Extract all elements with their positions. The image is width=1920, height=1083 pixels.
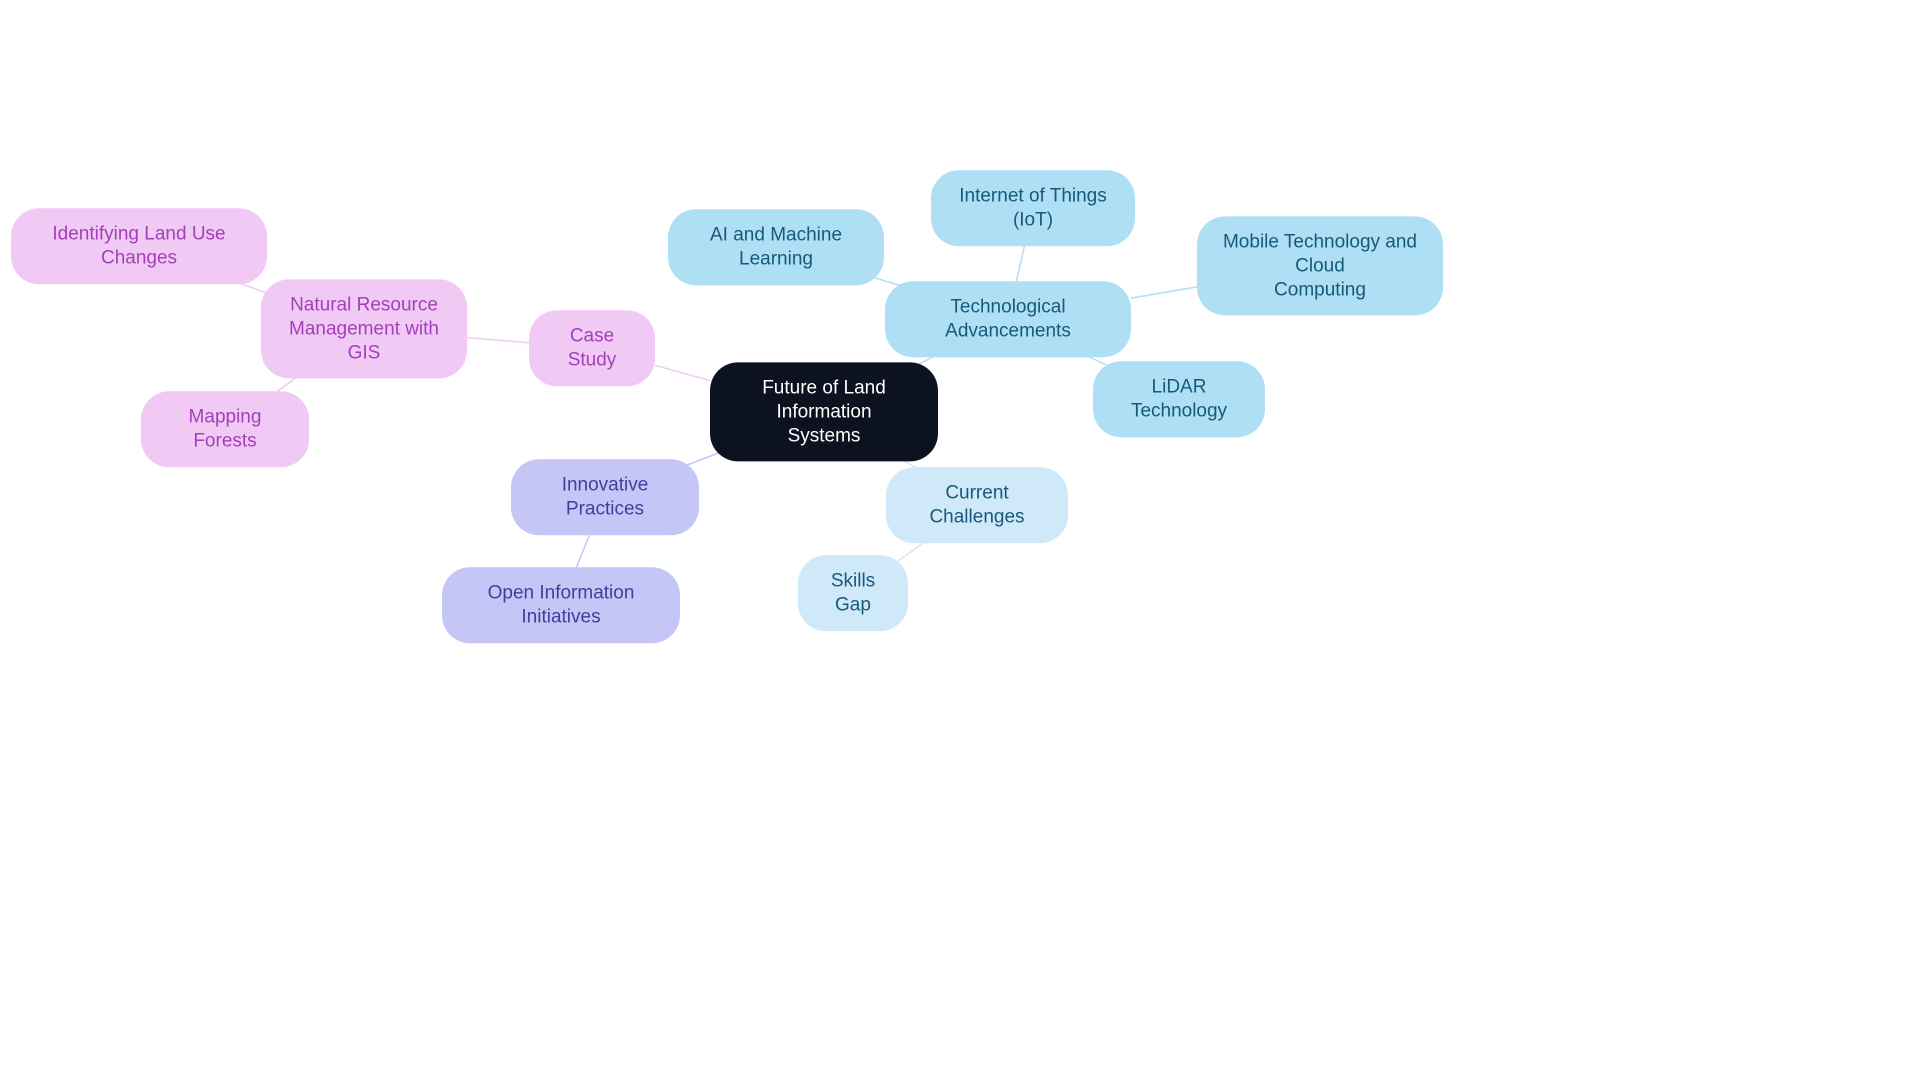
- node-lidar[interactable]: LiDAR Technology: [1093, 361, 1265, 437]
- node-nrm[interactable]: Natural Resource Management with GIS: [261, 279, 467, 378]
- node-case[interactable]: Case Study: [529, 310, 655, 386]
- node-tech[interactable]: Technological Advancements: [885, 281, 1131, 357]
- edge: [467, 338, 529, 343]
- node-innov[interactable]: Innovative Practices: [511, 459, 699, 535]
- edge: [1131, 287, 1197, 298]
- edge: [655, 365, 710, 380]
- node-chall[interactable]: Current Challenges: [886, 467, 1068, 543]
- node-mobile[interactable]: Mobile Technology and Cloud Computing: [1197, 216, 1443, 315]
- node-ai[interactable]: AI and Machine Learning: [668, 209, 884, 285]
- node-root[interactable]: Future of Land Information Systems: [710, 362, 938, 461]
- node-landuse[interactable]: Identifying Land Use Changes: [11, 208, 267, 284]
- node-forests[interactable]: Mapping Forests: [141, 391, 309, 467]
- node-skills[interactable]: Skills Gap: [798, 555, 908, 631]
- node-iot[interactable]: Internet of Things (IoT): [931, 170, 1135, 246]
- node-open[interactable]: Open Information Initiatives: [442, 567, 680, 643]
